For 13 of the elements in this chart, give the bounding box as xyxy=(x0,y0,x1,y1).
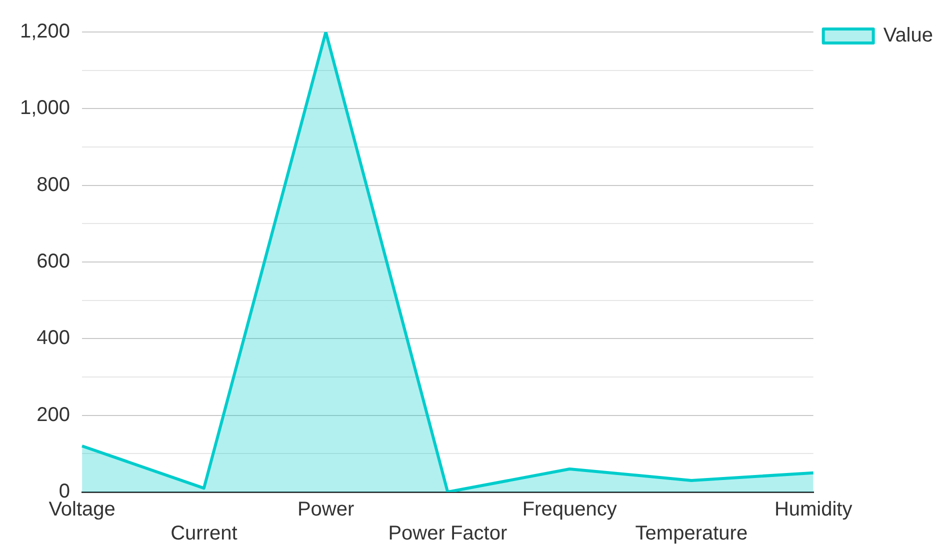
y-tick-label: 1,000 xyxy=(20,97,70,120)
y-tick-label: 400 xyxy=(36,327,70,350)
x-tick-label: Current xyxy=(170,522,238,545)
x-tick-label: Power Factor xyxy=(388,522,508,545)
x-tick-label: Humidity xyxy=(774,498,852,521)
y-tick-label: 600 xyxy=(36,250,70,273)
y-tick-label: 200 xyxy=(36,404,70,426)
x-tick-label: Frequency xyxy=(522,498,617,521)
legend-label: Value xyxy=(883,24,934,47)
y-tick-label: 800 xyxy=(36,174,70,196)
x-tick-label: Power xyxy=(297,498,354,521)
y-tick-label: 1,200 xyxy=(20,20,70,43)
x-tick-label: Temperature xyxy=(635,522,748,545)
